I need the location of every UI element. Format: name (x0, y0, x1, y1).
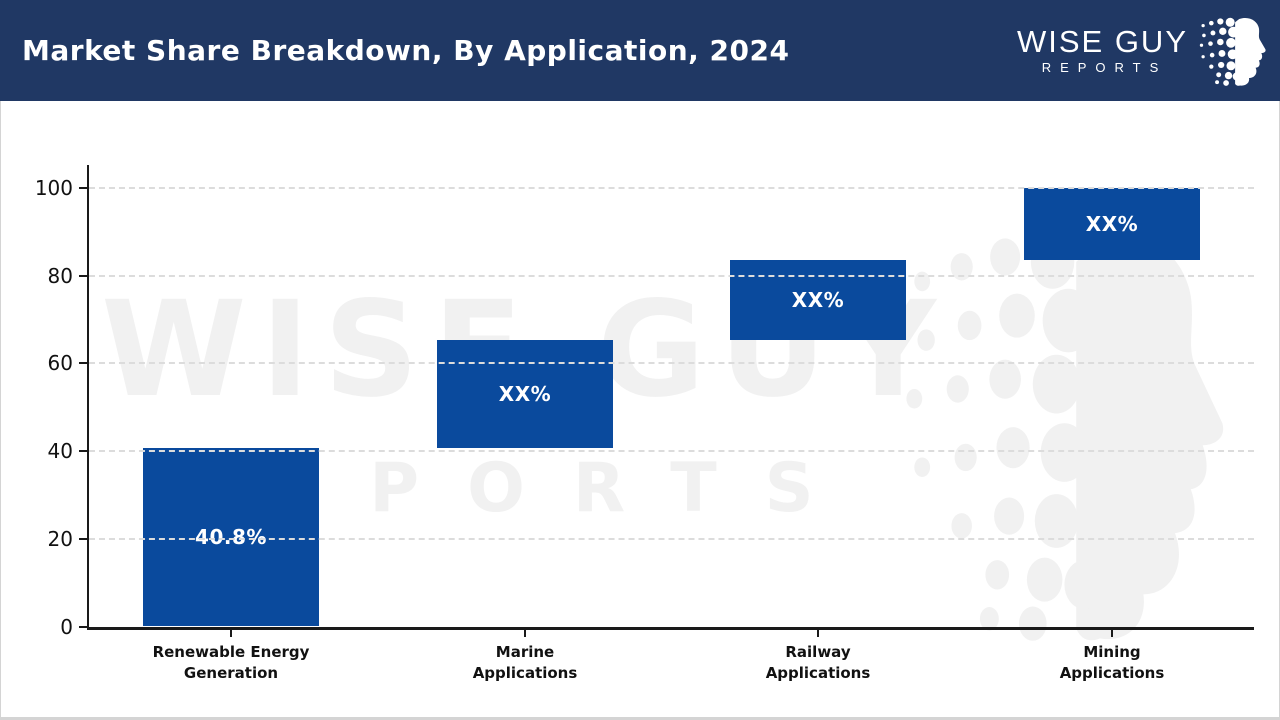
bar-value-label: XX% (1085, 211, 1139, 236)
bar-value-label: XX% (791, 287, 845, 312)
logo-wordmark-sub: REPORTS (1041, 60, 1168, 75)
category-label-1: Marine Applications (472, 642, 578, 682)
logo-wordmark-main: WISE GUY (1016, 24, 1188, 59)
y-tick-label-20: 20 (47, 526, 73, 551)
y-tick-label-0: 0 (60, 614, 73, 639)
category-label-3: Mining Applications (1059, 642, 1165, 682)
x-tick-3 (1111, 629, 1113, 637)
gridline-100 (89, 186, 1254, 189)
y-tick-100 (79, 186, 87, 189)
gridline-60 (89, 362, 1254, 365)
bar-1: XX% (437, 339, 613, 448)
y-tick-label-80: 80 (47, 263, 73, 288)
header: Market Share Breakdown, By Application, … (0, 0, 1280, 101)
page-title: Market Share Breakdown, By Application, … (22, 34, 790, 67)
y-tick-label-60: 60 (47, 351, 73, 376)
x-tick-0 (230, 629, 232, 637)
category-label-0: Renewable Energy Generation (152, 642, 310, 682)
y-tick-label-40: 40 (47, 439, 73, 464)
gridline-20 (89, 537, 1254, 540)
bar-value-label: XX% (498, 381, 552, 406)
y-tick-60 (79, 362, 87, 365)
watermark-dot-face-icon (859, 213, 1254, 653)
y-tick-0 (79, 625, 87, 628)
y-tick-20 (79, 537, 87, 540)
y-tick-80 (79, 274, 87, 277)
x-tick-1 (524, 629, 526, 637)
y-axis-spine (86, 165, 89, 630)
bar-2: XX% (730, 259, 906, 340)
chart-area: WISE GUY REPORTS 0 20 40 60 80 100 40.8% XX% XX%… (0, 101, 1280, 720)
x-axis-spine (86, 626, 1254, 630)
bar-0: 40.8% (143, 447, 319, 627)
category-label-2: Railway Applications (765, 642, 871, 682)
logo-wordmark: WISE GUY REPORTS (1017, 26, 1188, 75)
wise-guy-logo: WISE GUY REPORTS (1017, 0, 1272, 101)
gridline-80 (89, 274, 1254, 277)
x-tick-2 (817, 629, 819, 637)
y-tick-label-100: 100 (34, 175, 73, 200)
bar-3: XX% (1024, 187, 1200, 260)
y-tick-40 (79, 450, 87, 453)
gridline-40 (89, 450, 1254, 453)
bar-value-label: 40.8% (195, 525, 267, 550)
logo-dot-face-icon (1190, 11, 1272, 91)
